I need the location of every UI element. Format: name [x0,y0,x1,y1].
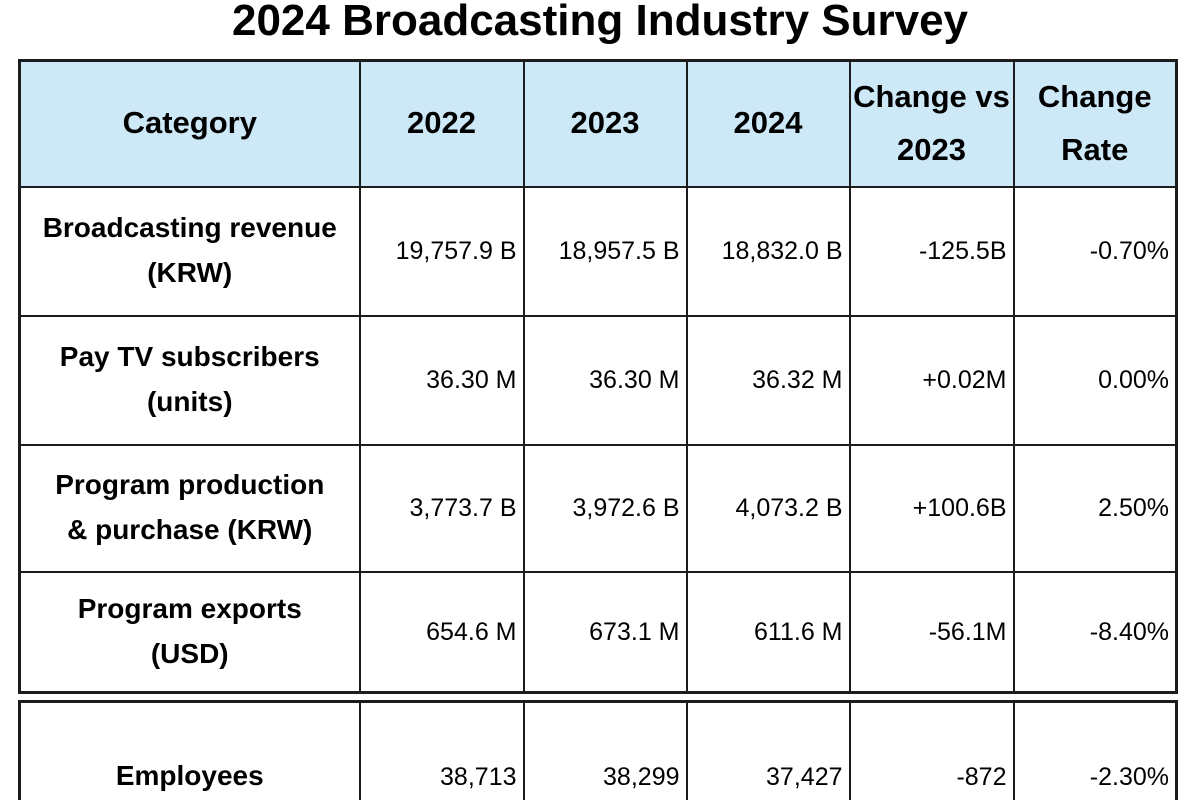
category-line-2: (units) [146,386,233,417]
category-line-1: Employees [115,760,264,792]
survey-table-container: Category 2022 2023 2024 Change vs 2023 C… [18,59,1178,800]
header-cell-category: Category [18,59,361,188]
category-cell: Pay TV subscribers (units) [18,314,361,446]
category-line-1: Program exports [77,592,302,624]
table-row-program-exports: Program exports (USD) 654.6 M 673.1 M 61… [18,570,1178,694]
value-cell-2024: 36.32 M [685,314,851,446]
value-cell-2024: 37,427 [685,700,851,800]
survey-table-main: Category 2022 2023 2024 Change vs 2023 C… [18,59,1178,694]
value-cell-2023: 3,972.6 B [522,443,688,573]
value-cell-change-rate: -0.70% [1012,185,1178,317]
value-cell-2022: 3,773.7 B [358,443,525,573]
value-cell-change-rate: -8.40% [1012,570,1178,694]
value-cell-2023: 18,957.5 B [522,185,688,317]
value-cell-2024: 18,832.0 B [685,185,851,317]
category-line-2: (USD) [150,637,229,669]
survey-table-employees: Employees 38,713 38,299 37,427 -872 -2.3… [18,700,1178,800]
category-line-2: (KRW) [147,257,233,288]
header-cell-change-rate: Change Rate [1012,59,1178,188]
value-cell-2024: 611.6 M [685,570,851,694]
value-cell-2024: 4,073.2 B [685,443,851,573]
value-cell-2022: 36.30 M [358,314,525,446]
value-cell-2023: 38,299 [522,700,688,800]
value-cell-change-rate: -2.30% [1012,700,1178,800]
header-cell-change: Change vs 2023 [848,59,1015,188]
value-cell-2023: 36.30 M [522,314,688,446]
category-cell: Program production & purchase (KRW) [18,443,361,573]
table-row-broadcasting-revenue: Broadcasting revenue (KRW) 19,757.9 B 18… [18,185,1178,317]
header-cell-2024: 2024 [685,59,851,188]
value-cell-change: -56.1M [848,570,1015,694]
header-cell-2023: 2023 [522,59,688,188]
category-line-2: & purchase (KRW) [67,514,313,545]
page-title: 2024 Broadcasting Industry Survey [231,0,969,45]
value-cell-change: +0.02M [848,314,1015,446]
value-cell-2022: 19,757.9 B [358,185,525,317]
table-row-program-production: Program production & purchase (KRW) 3,77… [18,443,1178,573]
value-cell-change: -872 [848,700,1015,800]
category-line-1: Pay TV subscribers [59,341,320,373]
value-cell-change: +100.6B [848,443,1015,573]
value-cell-change-rate: 0.00% [1012,314,1178,446]
table-header-row: Category 2022 2023 2024 Change vs 2023 C… [18,59,1178,188]
category-line-1: Broadcasting revenue [42,212,337,244]
value-cell-2023: 673.1 M [522,570,688,694]
value-cell-change: -125.5B [848,185,1015,317]
table-row-pay-tv-subscribers: Pay TV subscribers (units) 36.30 M 36.30… [18,314,1178,446]
value-cell-2022: 38,713 [358,700,525,800]
value-cell-2022: 654.6 M [358,570,525,694]
category-cell: Broadcasting revenue (KRW) [18,185,361,317]
value-cell-change-rate: 2.50% [1012,443,1178,573]
table-row-employees: Employees 38,713 38,299 37,427 -872 -2.3… [18,700,1178,800]
header-cell-2022: 2022 [358,59,525,188]
category-cell: Program exports (USD) [18,570,361,694]
category-cell: Employees [18,700,361,800]
category-line-1: Program production [55,469,325,501]
